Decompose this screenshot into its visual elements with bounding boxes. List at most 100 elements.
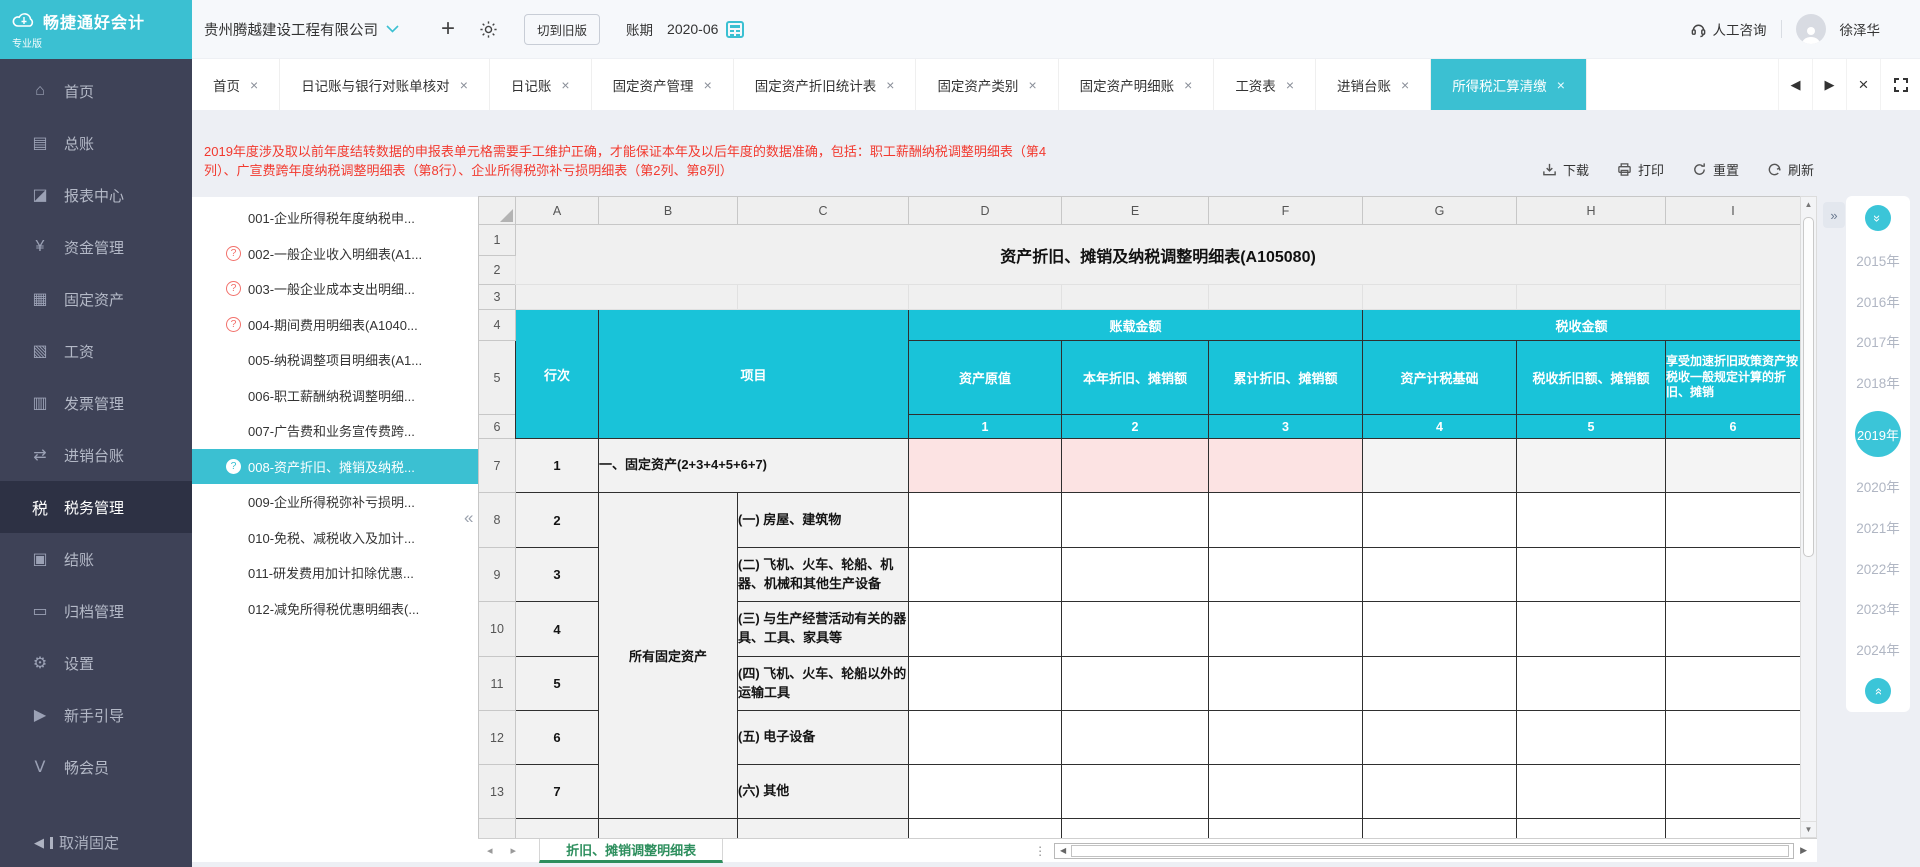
sheet-prev-icon[interactable]: ◂ <box>487 845 493 857</box>
calendar-icon[interactable] <box>726 20 745 38</box>
data-cell[interactable] <box>908 601 1062 657</box>
sidebar-item[interactable]: ⇄ 进销台账 <box>0 429 192 481</box>
help-icon[interactable]: ? <box>226 316 241 332</box>
row-header[interactable]: 8 <box>478 492 516 548</box>
report-list-item[interactable]: ? 006-职工薪酬纳税调整明细... <box>192 378 478 414</box>
help-icon[interactable]: ? <box>226 281 241 297</box>
column-header[interactable]: G <box>1362 196 1517 225</box>
tab[interactable]: 固定资产明细账 × <box>1059 59 1215 110</box>
download-button[interactable]: 下载 <box>1542 160 1589 179</box>
refresh-button[interactable]: 刷新 <box>1767 160 1814 179</box>
data-cell[interactable] <box>1362 601 1517 657</box>
sidebar-item[interactable]: ▥ 发票管理 <box>0 377 192 429</box>
horizontal-scrollbar[interactable]: ◀ <box>1054 842 1795 859</box>
row-header[interactable]: 9 <box>478 547 516 602</box>
row-header[interactable]: 3 <box>478 284 516 310</box>
column-header[interactable]: D <box>908 196 1062 225</box>
collapse-panel-icon[interactable]: « <box>464 508 474 527</box>
data-cell[interactable] <box>1516 764 1666 819</box>
header-sub[interactable]: 本年折旧、摊销额 <box>1061 340 1209 415</box>
data-cell[interactable] <box>1061 656 1209 711</box>
row-no-cell[interactable]: 5 <box>515 656 599 711</box>
data-cell[interactable] <box>1208 492 1363 548</box>
data-cell[interactable] <box>1208 656 1363 711</box>
tab[interactable]: 日记账 × <box>490 59 592 110</box>
tab-close-icon[interactable]: × <box>561 76 570 93</box>
row-header[interactable]: 12 <box>478 710 516 765</box>
print-button[interactable]: 打印 <box>1617 160 1664 179</box>
data-cell[interactable] <box>908 547 1062 602</box>
reset-button[interactable]: 重置 <box>1692 160 1739 179</box>
report-list-item[interactable]: ? 008-资产折旧、摊销及纳税... <box>192 448 478 484</box>
header-sub[interactable]: 享受加速折旧政策资产按税收一般规定计算的折旧、摊销 <box>1665 340 1800 415</box>
column-header[interactable]: B <box>598 196 738 225</box>
column-header[interactable]: F <box>1208 196 1363 225</box>
row-no-cell[interactable]: 1 <box>515 438 599 493</box>
data-cell[interactable] <box>1362 710 1517 765</box>
data-cell[interactable] <box>1362 547 1517 602</box>
header-tax-amount[interactable]: 税收金额 <box>1362 309 1800 341</box>
user-name[interactable]: 徐泽华 <box>1839 23 1881 38</box>
tabs-scroll-left-button[interactable]: ◀ <box>1778 59 1812 110</box>
column-header[interactable]: H <box>1516 196 1666 225</box>
year-item[interactable]: 2016年 <box>1856 294 1900 310</box>
tab-close-icon[interactable]: × <box>1184 76 1193 93</box>
data-cell[interactable] <box>1061 710 1209 765</box>
header-item[interactable]: 项目 <box>598 309 909 439</box>
sidebar-item[interactable]: ▣ 结账 <box>0 533 192 585</box>
spreadsheet[interactable]: A B C D E F G H I 1 资产折旧、摊销及纳税调整明细表(A105… <box>478 196 1800 838</box>
sidebar-item[interactable]: 税 税务管理 <box>0 481 192 533</box>
row-header[interactable]: 7 <box>478 438 516 493</box>
data-cell[interactable] <box>1665 710 1800 765</box>
data-cell[interactable] <box>1665 547 1800 602</box>
row-header[interactable]: 6 <box>478 414 516 439</box>
sidebar-item[interactable]: ⚙ 设置 <box>0 637 192 689</box>
add-account-set-button[interactable]: + <box>441 15 456 42</box>
tab[interactable]: 日记账与银行对账单核对 × <box>280 59 490 110</box>
sidebar-item[interactable]: ▦ 固定资产 <box>0 273 192 325</box>
row-header[interactable]: 2 <box>478 255 516 285</box>
support-link[interactable]: 人工咨询 <box>1690 19 1767 39</box>
tab-close-icon[interactable]: × <box>459 76 468 93</box>
item-cell[interactable]: 一、固定资产(2+3+4+5+6+7) <box>598 438 909 493</box>
data-cell[interactable] <box>908 656 1062 711</box>
close-tab-button[interactable]: × <box>1846 59 1880 110</box>
tab-close-icon[interactable]: × <box>886 76 895 93</box>
data-cell[interactable] <box>1061 601 1209 657</box>
period-value[interactable]: 2020-06 <box>667 21 719 37</box>
data-cell[interactable] <box>908 710 1062 765</box>
scroll-left-icon[interactable]: ◀ <box>1060 845 1067 855</box>
year-item[interactable]: 2018年 <box>1856 376 1900 392</box>
expand-panel-icon[interactable]: » <box>1823 202 1845 228</box>
data-cell[interactable] <box>1516 710 1666 765</box>
sidebar-item[interactable]: ▧ 工资 <box>0 325 192 377</box>
item-cell[interactable]: (一) 房屋、建筑物 <box>737 492 909 548</box>
switch-to-old-version-button[interactable]: 切到旧版 <box>524 13 601 45</box>
header-col-num[interactable]: 1 <box>908 414 1062 439</box>
sidebar-item[interactable]: Ⅴ 畅会员 <box>0 741 192 793</box>
vertical-scrollbar[interactable]: ▲ ▼ <box>1800 196 1817 838</box>
year-item[interactable]: 2024年 <box>1856 643 1900 659</box>
data-cell[interactable] <box>1208 547 1363 602</box>
data-cell[interactable] <box>1362 438 1517 493</box>
column-header[interactable]: E <box>1061 196 1209 225</box>
row-no-cell[interactable]: 4 <box>515 601 599 657</box>
years-scroll-up-button[interactable]: » <box>1865 205 1891 231</box>
data-cell[interactable] <box>1362 656 1517 711</box>
item-cell[interactable]: (二) 飞机、火车、轮船、机器、机械和其他生产设备 <box>737 547 909 602</box>
sheet-next-icon[interactable]: ▸ <box>510 845 517 857</box>
data-cell[interactable] <box>1208 710 1363 765</box>
row-header[interactable]: 11 <box>478 656 516 711</box>
item-cell[interactable]: (三) 与生产经营活动有关的器具、工具、家具等 <box>737 601 909 657</box>
header-row-no[interactable]: 行次 <box>515 309 599 439</box>
report-list-item[interactable]: ? 005-纳税调整项目明细表(A1... <box>192 342 478 378</box>
data-cell[interactable] <box>1061 438 1209 493</box>
tab-close-icon[interactable]: × <box>1556 76 1565 93</box>
row-no-cell[interactable]: 2 <box>515 492 599 548</box>
row-header[interactable]: 5 <box>478 340 516 415</box>
sidebar-item[interactable]: ▶ 新手引导 <box>0 689 192 741</box>
tab[interactable]: 工资表 × <box>1214 59 1316 110</box>
item-cell[interactable]: (四) 飞机、火车、轮船以外的运输工具 <box>737 656 909 711</box>
data-cell[interactable] <box>1208 764 1363 819</box>
report-list-item[interactable]: ? 007-广告费和业务宣传费跨... <box>192 413 478 449</box>
